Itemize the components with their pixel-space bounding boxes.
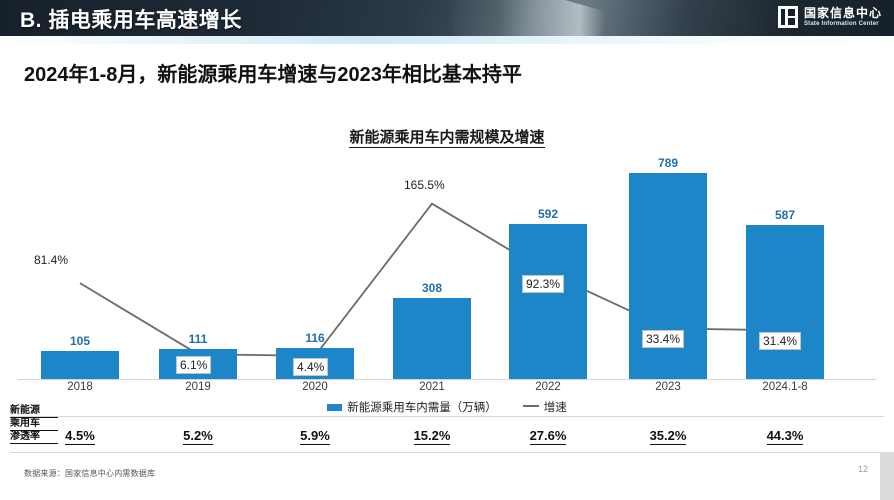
rate-label-2024.1-8: 31.4% bbox=[759, 332, 802, 351]
chart-legend: 新能源乘用车内需量（万辆） 增速 bbox=[0, 399, 894, 415]
logo-label-cn: 国家信息中心 bbox=[803, 6, 882, 20]
penetration-value-2019: 5.2% bbox=[148, 428, 248, 445]
x-axis-line bbox=[18, 379, 876, 380]
legend-item-line[interactable]: 增速 bbox=[522, 399, 567, 415]
slide-header: B. 插电乘用车高速增长 国家信息中心 State Information Ce… bbox=[0, 0, 894, 36]
logo-text: 国家信息中心 State Information Center bbox=[804, 7, 882, 27]
header-accent-strip bbox=[0, 36, 894, 44]
rate-label-2019: 6.1% bbox=[176, 356, 212, 375]
x-axis-label-2024.1-8: 2024.1-8 bbox=[762, 381, 808, 393]
penetration-rate-label: 新能源 乘用车 渗透率 bbox=[10, 405, 62, 444]
penetration-divider-bottom bbox=[10, 452, 884, 453]
x-axis-labels: 2018 2019 2020 2021 2022 2023 2024.1-8 bbox=[0, 381, 894, 399]
bar-2024.1-8[interactable] bbox=[747, 226, 823, 379]
penetration-label-line3: 渗透率 bbox=[10, 431, 58, 444]
penetration-value-text: 35.2% bbox=[649, 428, 687, 445]
penetration-value-text: 4.5% bbox=[65, 428, 95, 445]
bar-value-2022: 592 bbox=[537, 207, 559, 221]
x-axis-label-2019: 2019 bbox=[185, 381, 211, 393]
legend-label-line: 增速 bbox=[543, 402, 567, 414]
penetration-value-text: 15.2% bbox=[413, 428, 451, 445]
page-number: 12 bbox=[857, 464, 868, 474]
legend-swatch-icon bbox=[327, 403, 343, 411]
penetration-value-2018: 4.5% bbox=[30, 428, 130, 445]
rate-label-2023: 33.4% bbox=[642, 330, 685, 349]
rate-label-2021: 165.5% bbox=[404, 177, 445, 192]
bar-value-2024.1-8: 587 bbox=[774, 208, 796, 222]
x-axis-label-2021: 2021 bbox=[419, 381, 445, 393]
rate-label-2018: 81.4% bbox=[34, 253, 69, 268]
penetration-label-line2: 乘用车 bbox=[10, 418, 58, 431]
bar-value-2020: 116 bbox=[305, 331, 325, 345]
legend-item-bar[interactable]: 新能源乘用车内需量（万辆） bbox=[327, 399, 497, 415]
organization-logo: 国家信息中心 State Information Center bbox=[777, 6, 882, 28]
bar-2018[interactable] bbox=[42, 352, 118, 379]
x-axis-label-2022: 2022 bbox=[535, 381, 561, 393]
bar-value-2019: 111 bbox=[188, 332, 208, 346]
x-axis-label-2023: 2023 bbox=[655, 381, 681, 393]
penetration-label-line1: 新能源 bbox=[10, 405, 58, 418]
bar-value-2018: 105 bbox=[69, 334, 91, 348]
bar-2022[interactable] bbox=[510, 225, 586, 379]
x-axis-label-2018: 2018 bbox=[67, 381, 93, 393]
slide-subtitle: 2024年1-8月，新能源乘用车增速与2023年相比基本持平 bbox=[24, 64, 522, 86]
legend-line-icon bbox=[522, 405, 539, 407]
penetration-value-text: 5.9% bbox=[300, 428, 330, 445]
x-axis-label-2020: 2020 bbox=[302, 381, 328, 393]
penetration-value-text: 27.6% bbox=[529, 428, 567, 445]
bar-value-2021: 308 bbox=[421, 281, 443, 295]
page-title: B. 插电乘用车高速增长 bbox=[20, 9, 242, 32]
rate-label-2022: 92.3% bbox=[522, 274, 565, 293]
rate-label-2020: 4.4% bbox=[293, 357, 329, 376]
penetration-value-text: 5.2% bbox=[183, 428, 213, 445]
bar-value-2023: 789 bbox=[657, 156, 679, 170]
corner-accent bbox=[880, 452, 894, 500]
chart-title-text: 新能源乘用车内需规模及增速 bbox=[349, 129, 545, 148]
penetration-divider-top bbox=[10, 416, 884, 417]
penetration-value-text: 44.3% bbox=[766, 428, 804, 445]
logo-label-en: State Information Center bbox=[803, 21, 879, 27]
state-information-center-logo-icon bbox=[777, 6, 798, 28]
penetration-value-2022: 27.6% bbox=[498, 428, 598, 445]
source-note: 数据来源：国家信息中心内需数据库 bbox=[24, 469, 156, 478]
bar-2021[interactable] bbox=[394, 299, 470, 379]
penetration-value-2023: 35.2% bbox=[618, 428, 718, 445]
legend-label-bar: 新能源乘用车内需量（万辆） bbox=[347, 402, 497, 414]
penetration-value-2021: 15.2% bbox=[382, 428, 482, 445]
penetration-value-2020: 5.9% bbox=[265, 428, 365, 445]
penetration-value-2024.1-8: 44.3% bbox=[735, 428, 835, 445]
chart-title: 新能源乘用车内需规模及增速 bbox=[0, 126, 894, 148]
